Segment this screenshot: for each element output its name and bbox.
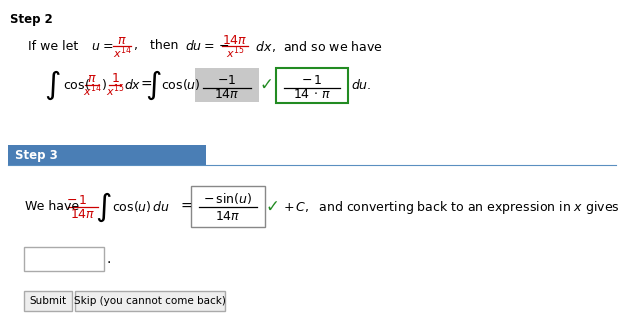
Text: $x^{14}$: $x^{14}$ [112,45,132,61]
Text: $14\pi$: $14\pi$ [215,210,241,223]
Text: = $-$: = $-$ [200,40,230,53]
Text: $-1$: $-1$ [217,74,236,87]
Text: $x^{15}$: $x^{15}$ [226,45,244,61]
Text: =: = [99,40,118,53]
Text: $14\pi$: $14\pi$ [214,88,240,101]
Text: $\mathrm{cos}($: $\mathrm{cos}($ [63,77,90,93]
Text: $\mathrm{cos}(u)\,du$: $\mathrm{cos}(u)\,du$ [112,200,170,214]
Text: $\pi$: $\pi$ [117,33,127,46]
Text: $+\,C,$  and converting back to an expression in $x$ gives us: $+\,C,$ and converting back to an expres… [283,199,624,215]
Text: We have: We have [25,201,79,214]
FancyBboxPatch shape [75,291,225,311]
Text: $)$: $)$ [101,77,107,93]
Text: $dx$,  and so we have: $dx$, and so we have [252,38,383,54]
Text: ,   then: , then [134,40,187,53]
Text: $14\pi$: $14\pi$ [222,33,248,46]
Text: $1$: $1$ [110,72,119,85]
FancyBboxPatch shape [24,247,104,271]
FancyBboxPatch shape [8,145,206,165]
Text: $\int$: $\int$ [44,68,61,102]
Text: $14\,\cdot\,\pi$: $14\,\cdot\,\pi$ [293,88,331,101]
Text: $x^{14}$: $x^{14}$ [82,83,102,99]
Text: $\mathrm{cos}(u)$: $\mathrm{cos}(u)$ [161,77,201,93]
Text: $-\,\mathrm{sin}(u)$: $-\,\mathrm{sin}(u)$ [203,191,253,206]
Text: $du.$: $du.$ [351,78,371,92]
Text: $u$: $u$ [91,40,100,53]
Text: $du$: $du$ [185,39,202,53]
Text: $-\,1$: $-\,1$ [301,74,323,87]
FancyBboxPatch shape [276,68,348,103]
Text: $\int$: $\int$ [95,190,111,224]
Text: ✓: ✓ [265,198,279,216]
Text: Step 3: Step 3 [15,149,58,162]
Text: Submit: Submit [29,296,67,306]
Text: Step 2: Step 2 [10,13,53,26]
Text: =: = [140,78,152,92]
Text: =: = [181,200,193,214]
FancyBboxPatch shape [195,68,259,102]
Text: If we let: If we let [28,40,82,53]
Text: Skip (you cannot come back): Skip (you cannot come back) [74,296,226,306]
Text: $-\,1$: $-\,1$ [66,193,87,206]
Text: ✓: ✓ [259,76,273,94]
Text: $\int$: $\int$ [145,68,162,102]
FancyBboxPatch shape [191,186,265,227]
Text: .: . [107,252,111,266]
Text: $14\pi$: $14\pi$ [71,209,96,222]
Text: $dx$: $dx$ [124,78,142,92]
Text: $\pi$: $\pi$ [87,72,97,85]
Text: $x^{15}$: $x^{15}$ [105,83,124,99]
FancyBboxPatch shape [24,291,72,311]
